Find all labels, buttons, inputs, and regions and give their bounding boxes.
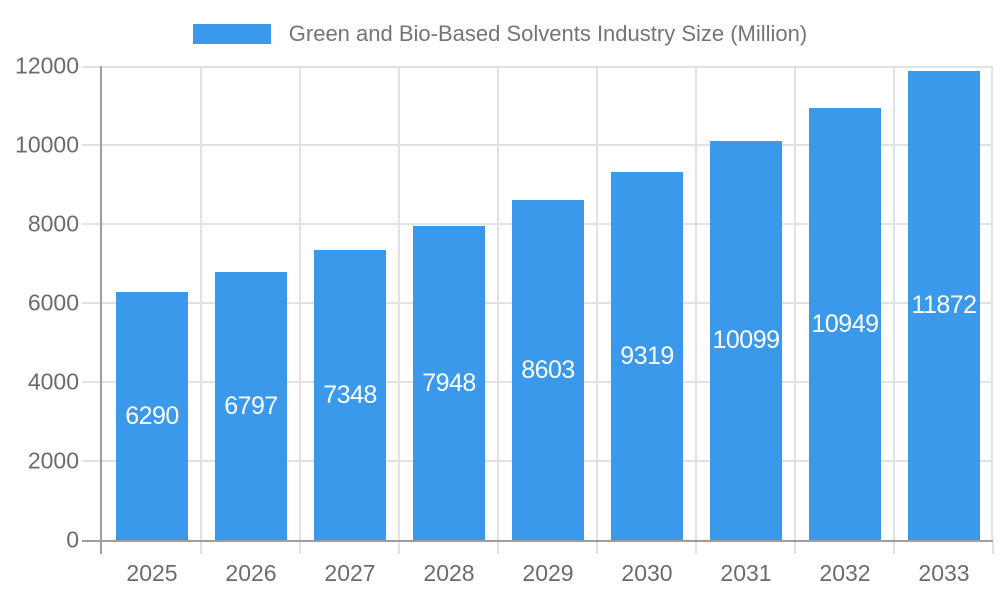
y-tick-label: 10000 — [15, 131, 79, 158]
y-axis-tick — [82, 144, 100, 146]
x-tick-label: 2031 — [720, 560, 772, 586]
y-tick-label: 0 — [66, 526, 79, 553]
y-tick-label: 6000 — [27, 289, 79, 316]
gridline-vertical — [299, 66, 301, 540]
x-axis-tick — [794, 542, 796, 554]
bar-value-label: 7348 — [323, 380, 377, 409]
gridline-horizontal — [102, 144, 993, 146]
y-axis-tick — [82, 540, 100, 542]
gridline-horizontal — [102, 66, 993, 68]
bar[interactable]: 7348 — [314, 250, 386, 540]
bar[interactable]: 6290 — [116, 292, 188, 540]
bar-value-label: 7948 — [422, 368, 476, 397]
plot-area: 0 2000 4000 6000 8000 10000 12000 6290 2025 6797 2… — [15, 54, 994, 585]
gridline-vertical — [695, 66, 697, 540]
y-tick-label: 4000 — [27, 368, 79, 395]
x-axis-tick — [695, 542, 697, 554]
y-axis-tick — [82, 381, 100, 383]
y-tick-label: 12000 — [15, 52, 79, 79]
x-axis-tick — [299, 542, 301, 554]
bar-value-label: 6797 — [224, 391, 278, 420]
x-axis-tick — [497, 542, 499, 554]
y-axis-tick — [82, 223, 100, 225]
legend-label: Green and Bio-Based Solvents Industry Si… — [288, 21, 808, 46]
x-tick-label: 2033 — [918, 560, 970, 586]
y-tick-label: 2000 — [27, 447, 79, 474]
x-tick-label: 2027 — [324, 560, 376, 586]
y-axis-tick — [82, 66, 100, 68]
y-axis-tick — [82, 302, 100, 304]
x-tick-label: 2029 — [522, 560, 574, 586]
bar[interactable]: 9319 — [611, 172, 683, 540]
gridline-vertical — [893, 66, 895, 540]
x-tick-label: 2030 — [621, 560, 673, 586]
bar[interactable]: 10099 — [710, 141, 782, 540]
y-tick-label: 8000 — [27, 210, 79, 237]
bar-value-label: 8603 — [521, 355, 575, 384]
bar[interactable]: 8603 — [512, 200, 584, 540]
bar-value-label: 6290 — [125, 401, 179, 430]
gridline-vertical — [398, 66, 400, 540]
x-axis-tick — [992, 542, 994, 554]
gridline-vertical — [794, 66, 796, 540]
x-tick-label: 2025 — [126, 560, 178, 586]
gridline-vertical — [596, 66, 598, 540]
x-tick-label: 2032 — [819, 560, 871, 586]
x-axis-tick — [100, 542, 102, 554]
bar[interactable]: 11872 — [908, 71, 980, 540]
bar[interactable]: 7948 — [413, 226, 485, 540]
bar-value-label: 10949 — [811, 309, 879, 338]
bar[interactable]: 6797 — [215, 272, 287, 540]
bar-value-label: 10099 — [712, 326, 780, 354]
x-axis-tick — [200, 542, 202, 554]
x-axis-tick — [596, 542, 598, 554]
bar[interactable]: 10949 — [809, 108, 881, 540]
gridline-vertical — [991, 66, 993, 540]
legend[interactable]: Green and Bio-Based Solvents Industry Si… — [0, 22, 1000, 46]
gridline-vertical — [497, 66, 499, 540]
bar-value-label: 9319 — [620, 341, 674, 370]
gridline-vertical — [200, 66, 202, 540]
legend-swatch — [192, 24, 271, 44]
y-axis-tick — [82, 460, 100, 462]
x-tick-label: 2028 — [423, 560, 475, 586]
x-tick-label: 2026 — [225, 560, 277, 586]
x-axis-tick — [398, 542, 400, 554]
bar-value-label: 11872 — [911, 291, 977, 319]
x-axis-tick — [893, 542, 895, 554]
